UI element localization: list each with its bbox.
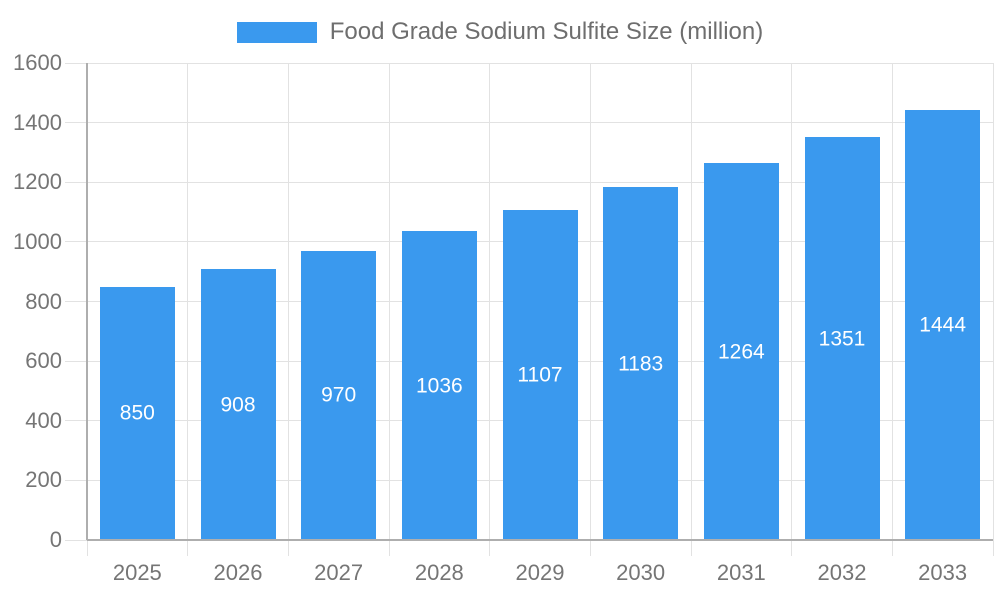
y-axis-tick-label: 600: [25, 348, 62, 374]
x-axis-tick-label: 2029: [515, 560, 565, 585]
y-axis-tick: [65, 301, 87, 302]
x-axis-tick: [992, 540, 994, 556]
bar[interactable]: [703, 163, 779, 540]
bar-value-label: 1183: [618, 352, 664, 376]
y-axis-tick-label: 400: [25, 407, 62, 433]
gridline-horizontal: [87, 181, 993, 183]
y-axis-tick: [65, 122, 87, 124]
y-axis-tick: [65, 479, 87, 481]
legend[interactable]: Food Grade Sodium Sulfite Size (million): [0, 20, 1000, 44]
y-axis-tick: [65, 241, 87, 243]
x-axis-tick-label: 2030: [616, 560, 666, 585]
y-axis-tick: [65, 539, 87, 541]
gridline-vertical: [690, 63, 692, 540]
bar-value-label: 850: [119, 401, 155, 425]
x-axis-tick: [891, 540, 893, 556]
x-axis-tick: [589, 540, 591, 556]
gridline-vertical: [791, 63, 793, 540]
bar-value-label: 908: [220, 393, 256, 417]
x-axis-tick-label: 2025: [112, 560, 162, 585]
legend-label: Food Grade Sodium Sulfite Size (million): [329, 18, 764, 45]
x-axis-tick: [86, 540, 88, 556]
x-axis-tick-label: 2032: [817, 560, 867, 585]
bar-value-label: 1036: [415, 374, 463, 398]
gridline-vertical: [589, 63, 591, 540]
bar[interactable]: [804, 137, 880, 540]
x-axis-tick-label: 2031: [716, 560, 766, 585]
bar[interactable]: [502, 209, 578, 540]
bar-value-label: 1264: [717, 340, 765, 364]
x-axis-tick-label: 2033: [918, 560, 968, 585]
gridline-vertical: [287, 63, 289, 540]
x-axis-tick: [388, 540, 390, 556]
bar[interactable]: [905, 109, 981, 540]
y-axis-tick-label: 0: [49, 527, 62, 552]
y-axis-tick-label: 200: [25, 467, 62, 493]
x-axis-tick: [690, 540, 692, 556]
bar-value-label: 1351: [818, 327, 866, 351]
x-axis-tick: [187, 540, 189, 556]
gridline-vertical: [187, 63, 189, 540]
bar[interactable]: [301, 250, 377, 540]
gridline-vertical: [489, 63, 491, 540]
bar-value-label: 970: [321, 383, 357, 407]
y-axis-tick-label: 1000: [13, 228, 62, 254]
x-axis-line: [87, 539, 993, 541]
x-axis-tick-label: 2027: [314, 560, 364, 585]
plot-area: 0 200 400 600 800 1000 1200 1400 1600 2025 2026 202…: [13, 52, 994, 585]
x-axis-tick: [791, 540, 793, 556]
y-axis-tick: [65, 420, 87, 422]
x-axis-tick-label: 2026: [213, 560, 263, 585]
bar[interactable]: [401, 231, 477, 540]
bar-value-label: 1107: [517, 363, 563, 387]
bar[interactable]: [200, 269, 276, 540]
x-axis-tick: [287, 540, 289, 556]
y-axis-tick-label: 800: [25, 288, 62, 314]
gridline-vertical: [992, 63, 994, 540]
y-axis-tick-label: 1200: [13, 169, 62, 195]
bar-value-label: 1444: [919, 313, 967, 337]
y-axis-tick: [65, 181, 87, 183]
bar[interactable]: [603, 187, 679, 540]
legend-swatch: [236, 21, 317, 43]
y-axis-tick-label: 1400: [13, 109, 62, 135]
y-axis-tick: [65, 62, 87, 64]
gridline-horizontal: [87, 122, 993, 124]
x-axis-tick-label: 2028: [414, 560, 464, 585]
gridline-horizontal: [87, 62, 993, 64]
y-axis-line: [86, 63, 88, 540]
gridline-vertical: [388, 63, 390, 540]
bar[interactable]: [99, 286, 175, 540]
y-axis-tick: [65, 360, 87, 362]
gridline-vertical: [891, 63, 893, 540]
x-axis-tick: [489, 540, 491, 556]
y-axis-tick-label: 1600: [13, 50, 62, 75]
